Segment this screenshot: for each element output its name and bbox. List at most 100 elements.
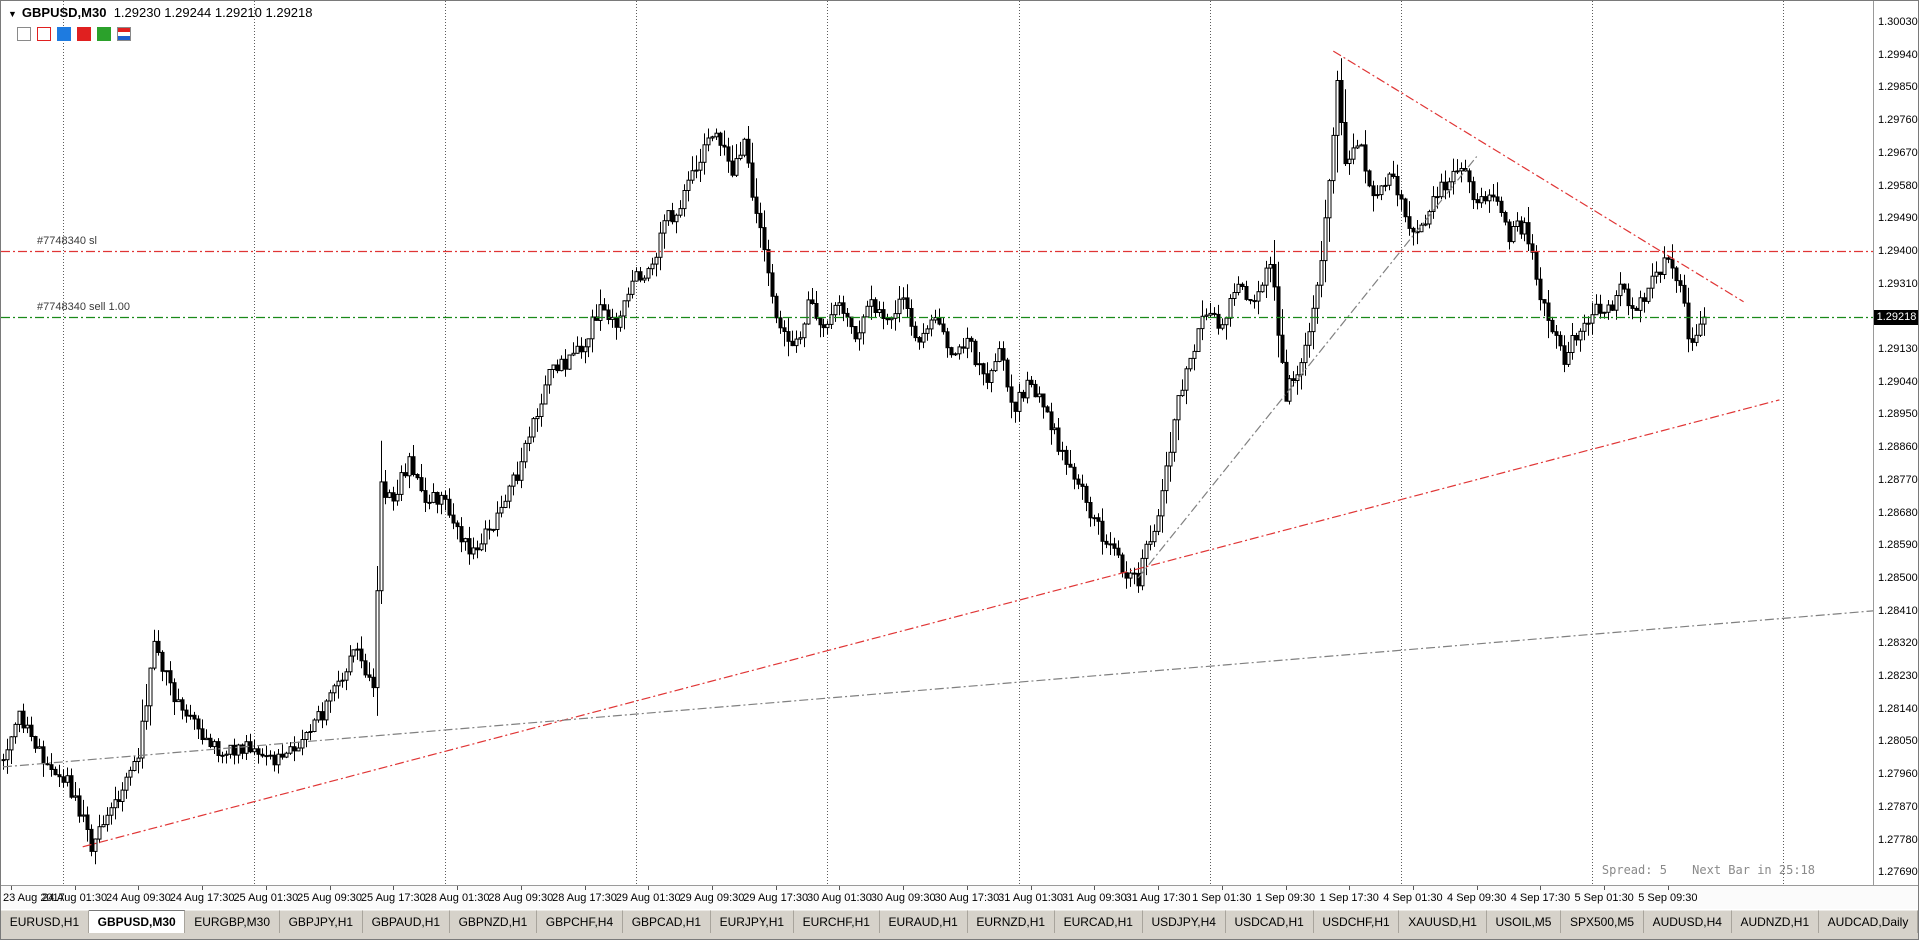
price-tick-label: 1.29130 bbox=[1878, 343, 1918, 356]
time-axis-tick bbox=[1094, 886, 1095, 890]
time-axis-label: 30 Aug 01:30 bbox=[806, 892, 872, 904]
time-axis-label: 29 Aug 17:30 bbox=[743, 892, 809, 904]
time-axis-label: 28 Aug 01:30 bbox=[424, 892, 490, 904]
chart-menu-caret-icon[interactable]: ▼ bbox=[8, 9, 17, 19]
tab-usdjpy-h4[interactable]: USDJPY,H4 bbox=[1142, 910, 1226, 933]
tab-audusd-h4[interactable]: AUDUSD,H4 bbox=[1643, 910, 1732, 933]
tab-gbpusd-m30[interactable]: GBPUSD,M30 bbox=[88, 910, 186, 933]
tab-usoil-m5[interactable]: USOIL,M5 bbox=[1486, 910, 1562, 933]
tab-gbpnzd-h1[interactable]: GBPNZD,H1 bbox=[449, 910, 538, 933]
swatch-flag-button[interactable] bbox=[117, 27, 131, 41]
time-axis-label: 24 Aug 17:30 bbox=[169, 892, 235, 904]
time-axis-tick bbox=[11, 886, 12, 890]
price-tick-label: 1.27780 bbox=[1878, 833, 1918, 846]
swatch-green-button[interactable] bbox=[97, 27, 111, 41]
time-axis-label: 23 Aug 2017 bbox=[3, 892, 65, 904]
time-axis-tick bbox=[839, 886, 840, 890]
swatch-blue-button[interactable] bbox=[57, 27, 71, 41]
time-axis-tick bbox=[585, 886, 586, 890]
time-axis-label: 5 Sep 01:30 bbox=[1574, 892, 1634, 904]
swatch-white-button[interactable] bbox=[17, 27, 31, 41]
time-axis-tick bbox=[1286, 886, 1287, 890]
time-axis-label: 4 Sep 01:30 bbox=[1383, 892, 1443, 904]
time-axis-label: 28 Aug 17:30 bbox=[552, 892, 617, 904]
chart-symbol-period: GBPUSD,M30 bbox=[21, 5, 107, 20]
price-tick-label: 1.28860 bbox=[1878, 441, 1918, 454]
price-tick-label: 1.27960 bbox=[1878, 768, 1918, 781]
tab-eurnzd-h1[interactable]: EURNZD,H1 bbox=[967, 910, 1055, 933]
price-tick-label: 1.29670 bbox=[1878, 146, 1918, 159]
time-axis-label: 31 Aug 01:30 bbox=[998, 892, 1064, 904]
swatch-red-button[interactable] bbox=[77, 27, 91, 41]
sell-order-line-label[interactable]: #7748340 sell 1.00 bbox=[37, 301, 130, 314]
window-bottom-strip bbox=[1, 933, 1918, 939]
price-tick-label: 1.28140 bbox=[1878, 702, 1918, 715]
time-axis-label: 24 Aug 09:30 bbox=[105, 892, 171, 904]
tab-usdcad-h1[interactable]: USDCAD,H1 bbox=[1225, 910, 1314, 933]
price-axis[interactable]: 1.29218 1.30030 1.29940 1.29850 1.29760 1.29… bbox=[1873, 1, 1918, 885]
stop-loss-line-label[interactable]: #7748340 sl bbox=[37, 234, 97, 247]
tab-eurjpy-h1[interactable]: EURJPY,H1 bbox=[710, 910, 794, 933]
chart-tab-bar: EURUSD,H1 GBPUSD,M30 EURGBP,M30 GBPJPY,H1 GB… bbox=[1, 909, 1918, 933]
tab-xauusd-h1[interactable]: XAUUSD,H1 bbox=[1399, 910, 1487, 933]
tab-audnzd-h1[interactable]: AUDNZD,H1 bbox=[1731, 910, 1819, 933]
time-axis-tick bbox=[1158, 886, 1159, 890]
time-axis-label: 30 Aug 09:30 bbox=[870, 892, 936, 904]
time-axis-label: 29 Aug 01:30 bbox=[615, 892, 681, 904]
tab-eurcad-h1[interactable]: EURCAD,H1 bbox=[1054, 910, 1143, 933]
tab-euraud-h1[interactable]: EURAUD,H1 bbox=[879, 910, 968, 933]
price-tick-label: 1.29490 bbox=[1878, 212, 1918, 225]
tab-gbpaud-h1[interactable]: GBPAUD,H1 bbox=[362, 910, 450, 933]
price-tick-label: 1.29850 bbox=[1878, 81, 1918, 94]
price-tick-label: 1.29400 bbox=[1878, 244, 1918, 257]
price-tick-label: 1.28500 bbox=[1878, 571, 1918, 584]
tab-audcad-daily[interactable]: AUDCAD,Daily bbox=[1818, 910, 1918, 933]
current-price-badge: 1.29218 bbox=[1874, 310, 1918, 326]
time-axis-tick bbox=[202, 886, 203, 890]
time-axis[interactable]: 23 Aug 2017 24 Aug 01:30 24 Aug 09:30 24 Au… bbox=[1, 885, 1918, 909]
price-tick-label: 1.28050 bbox=[1878, 735, 1918, 748]
chart-ohlc-values: 1.29230 1.29244 1.29210 1.29218 bbox=[113, 5, 313, 20]
time-axis-label: 1 Sep 09:30 bbox=[1255, 892, 1316, 904]
time-axis-tick bbox=[712, 886, 713, 890]
time-axis-label: 4 Sep 17:30 bbox=[1510, 892, 1571, 904]
price-tick-label: 1.28410 bbox=[1878, 604, 1918, 617]
tab-usdchf-h1[interactable]: USDCHF,H1 bbox=[1313, 910, 1400, 933]
price-tick-label: 1.29940 bbox=[1878, 48, 1918, 61]
price-tick-label: 1.30030 bbox=[1878, 16, 1918, 29]
chart-title: ▼ GBPUSD,M30 1.29230 1.29244 1.29210 1.29… bbox=[8, 5, 313, 20]
time-axis-tick bbox=[1222, 886, 1223, 890]
time-axis-label: 4 Sep 09:30 bbox=[1447, 892, 1507, 904]
time-axis-tick bbox=[1540, 886, 1541, 890]
time-axis-label: 31 Aug 17:30 bbox=[1125, 892, 1191, 904]
time-axis-label: 29 Aug 09:30 bbox=[679, 892, 745, 904]
price-tick-label: 1.28590 bbox=[1878, 539, 1918, 552]
time-axis-tick bbox=[521, 886, 522, 890]
price-tick-label: 1.29040 bbox=[1878, 375, 1918, 388]
tab-gbpchf-h4[interactable]: GBPCHF,H4 bbox=[537, 910, 623, 933]
time-axis-label: 5 Sep 09:30 bbox=[1638, 892, 1698, 904]
tab-spx500-m5[interactable]: SPX500,M5 bbox=[1561, 910, 1644, 933]
spread-value: Spread: 5 bbox=[1601, 863, 1667, 877]
tab-gbpcad-h1[interactable]: GBPCAD,H1 bbox=[622, 910, 711, 933]
time-axis-tick bbox=[776, 886, 777, 890]
time-axis-label: 25 Aug 09:30 bbox=[297, 892, 363, 904]
time-axis-tick bbox=[967, 886, 968, 890]
price-tick-label: 1.28770 bbox=[1878, 473, 1918, 486]
candlestick-chart[interactable] bbox=[1, 1, 1873, 885]
time-axis-tick bbox=[457, 886, 458, 890]
tab-eurusd-h1[interactable]: EURUSD,H1 bbox=[1, 910, 89, 933]
chart-plot-area[interactable]: ▼ GBPUSD,M30 1.29230 1.29244 1.29210 1.29… bbox=[1, 1, 1873, 885]
tab-eurchf-h1[interactable]: EURCHF,H1 bbox=[793, 910, 880, 933]
time-axis-label: 31 Aug 09:30 bbox=[1061, 892, 1127, 904]
spread-status-text: Spread: 5 Next Bar in 25:18 bbox=[1602, 863, 1815, 877]
time-axis-label: 25 Aug 01:30 bbox=[233, 892, 299, 904]
swatch-red-outline-button[interactable] bbox=[37, 27, 51, 41]
tab-eurgbp-m30[interactable]: EURGBP,M30 bbox=[185, 910, 280, 933]
price-tick-label: 1.29580 bbox=[1878, 179, 1918, 192]
time-axis-tick bbox=[1604, 886, 1605, 890]
tab-gbpjpy-h1[interactable]: GBPJPY,H1 bbox=[279, 910, 363, 933]
time-axis-tick bbox=[1477, 886, 1478, 890]
time-axis-tick bbox=[138, 886, 139, 890]
time-axis-label: 28 Aug 09:30 bbox=[488, 892, 554, 904]
